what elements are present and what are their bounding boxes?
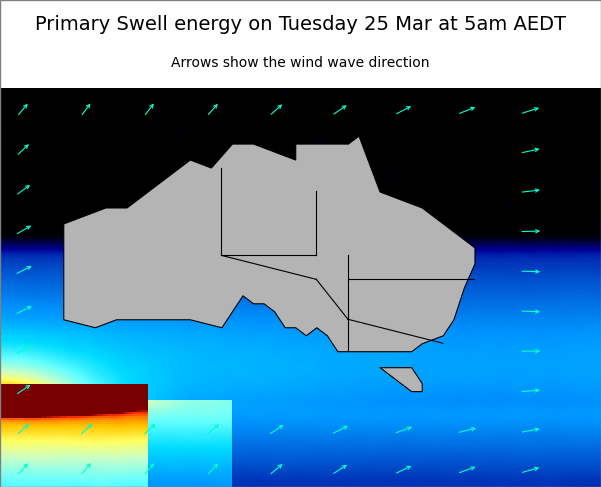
Text: Arrows show the wind wave direction: Arrows show the wind wave direction [171,56,430,70]
Text: Primary Swell energy on Tuesday 25 Mar at 5am AEDT: Primary Swell energy on Tuesday 25 Mar a… [35,15,566,34]
